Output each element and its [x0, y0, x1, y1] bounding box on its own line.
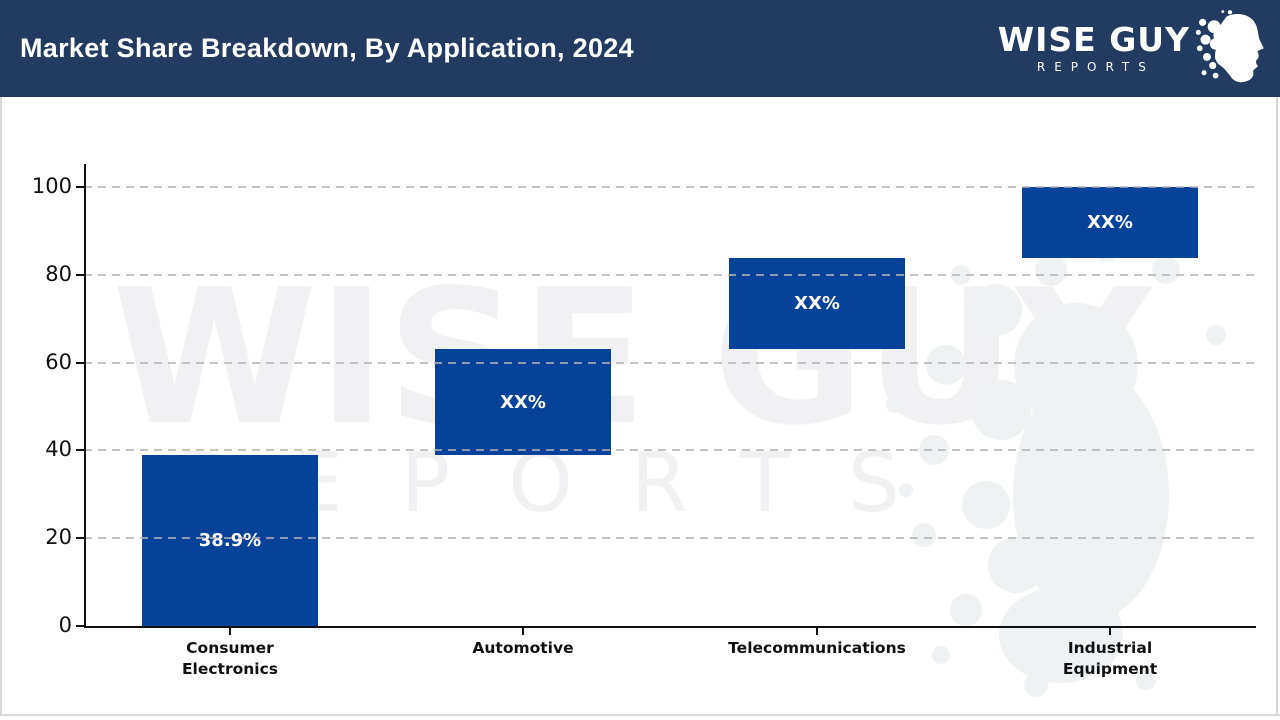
- logo-head-icon: [1195, 9, 1264, 82]
- x-axis-category-label: Automotive: [413, 638, 633, 659]
- category-label-line: Equipment: [1062, 660, 1158, 678]
- gridline: [84, 537, 1256, 540]
- x-axis-category-label: Industrial Equipment: [1000, 638, 1220, 680]
- bar-value-label: XX%: [1087, 211, 1133, 233]
- page-title: Market Share Breakdown, By Application, …: [20, 33, 634, 63]
- wiseguy-logo: WISE GUY REPORTS: [998, 9, 1266, 89]
- y-axis-tick-label: 20: [45, 525, 72, 550]
- gridline: [84, 361, 1256, 364]
- bar-segment: XX%: [729, 257, 905, 350]
- header-bar: Market Share Breakdown, By Application, …: [0, 0, 1280, 97]
- category-label-line: Electronics: [181, 660, 279, 678]
- y-axis-tick-label: 80: [45, 261, 72, 286]
- bar-value-label: 38.9%: [198, 530, 262, 552]
- y-axis-tick-mark: [76, 449, 84, 452]
- y-axis-tick-mark: [76, 625, 84, 627]
- category-label-line: Automotive: [472, 639, 574, 657]
- bar-value-label: XX%: [794, 293, 840, 315]
- x-axis-category-label: Consumer Electronics: [120, 638, 340, 680]
- bar-segment: XX%: [435, 349, 611, 456]
- x-axis-tick-mark: [1109, 627, 1111, 635]
- x-axis-tick-mark: [816, 627, 818, 635]
- y-axis-tick-mark: [76, 186, 84, 188]
- x-axis-category-label: Telecommunications: [707, 638, 927, 659]
- logo-subtitle-text: REPORTS: [1036, 60, 1155, 74]
- bar-segment: 38.9%: [142, 455, 318, 626]
- figure-border-left: [0, 97, 2, 716]
- logo-title-text: WISE GUY: [997, 20, 1190, 59]
- figure-border-right: [1276, 97, 1278, 716]
- x-axis-tick-mark: [522, 627, 524, 635]
- y-axis-tick-label: 60: [45, 349, 72, 374]
- chart-canvas: WISE GUY REPORTS 38.9% XX% XX% XX% 0 20 40 60 80: [0, 97, 1280, 720]
- gridline: [84, 186, 1256, 188]
- category-label-line: Industrial: [1067, 639, 1153, 657]
- category-label-line: Consumer: [186, 639, 274, 657]
- y-axis-tick-mark: [76, 361, 84, 364]
- y-axis-tick-label: 40: [45, 437, 72, 462]
- y-axis-tick-label: 100: [31, 174, 72, 198]
- watermark-head-icon: [886, 238, 1226, 697]
- figure-border-bottom: [0, 714, 1280, 716]
- waterfall-chart: 38.9% XX% XX% XX% 0 20 40 60 80 100 Consumer Electr…: [0, 97, 1280, 720]
- y-axis-tick-mark: [76, 537, 84, 540]
- y-axis-tick-label: 0: [58, 613, 72, 637]
- gridline: [84, 273, 1256, 276]
- y-axis-tick-mark: [76, 273, 84, 276]
- y-axis-line: [84, 164, 86, 628]
- x-axis-tick-mark: [229, 627, 231, 635]
- logo-wordmark: WISE GUY REPORTS: [997, 20, 1190, 75]
- bar-value-label: XX%: [500, 391, 546, 413]
- x-axis-line: [84, 626, 1256, 628]
- category-label-line: Telecommunications: [728, 639, 906, 657]
- bar-segment: XX%: [1022, 187, 1198, 258]
- gridline: [84, 449, 1256, 452]
